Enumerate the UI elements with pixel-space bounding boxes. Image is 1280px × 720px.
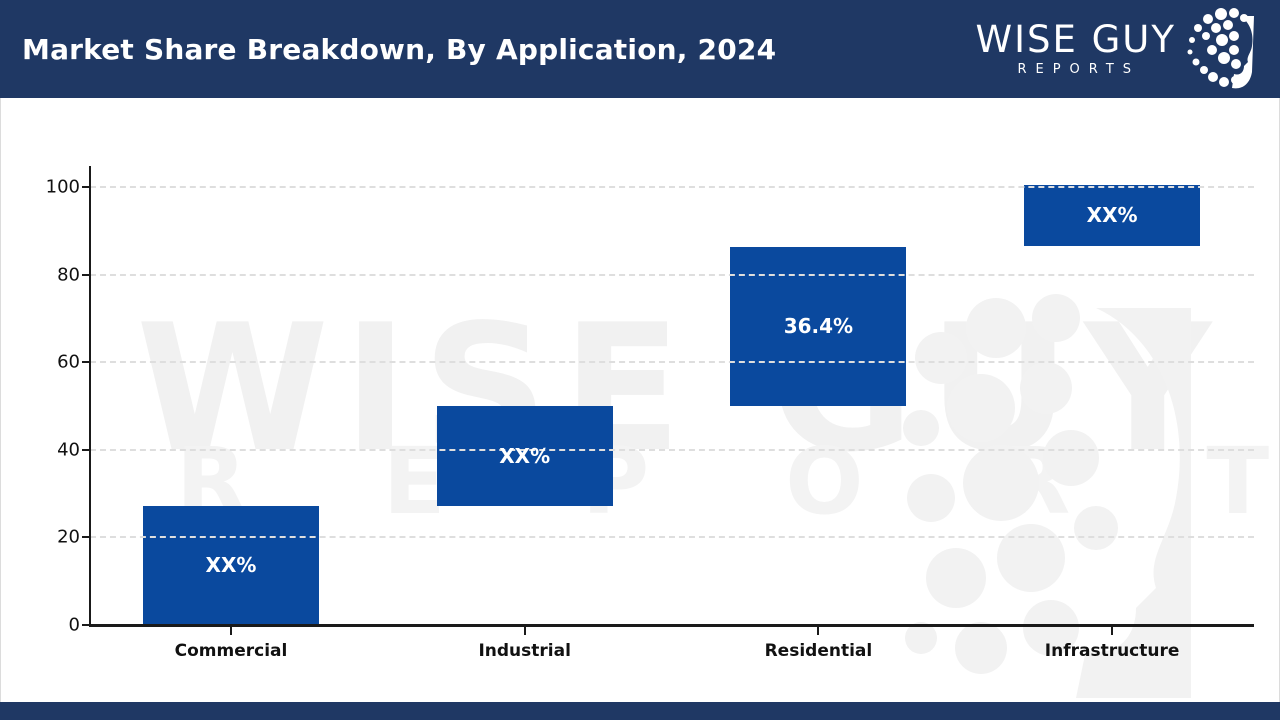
footer-bar [0, 702, 1280, 720]
x-tick-mark [230, 627, 232, 635]
header: Market Share Breakdown, By Application, … [0, 0, 1280, 98]
bar-value-label: XX% [499, 443, 551, 468]
x-axis-category-label: Residential [764, 641, 873, 661]
logo-subtitle: REPORTS [1017, 61, 1141, 77]
x-axis-category-label: Commercial [174, 641, 288, 661]
wise-guy-logo: WISE GUY REPORTS [976, 6, 1254, 92]
y-tick-mark [82, 448, 90, 451]
x-tick-mark [523, 627, 526, 635]
y-tick-mark [82, 624, 90, 626]
logo-face-icon [1187, 8, 1254, 89]
y-gridline [90, 448, 1254, 451]
logo-text: WISE GUY REPORTS [975, 18, 1176, 77]
bar-commercial [143, 505, 319, 625]
y-tick-mark [82, 273, 90, 276]
y-tick-label: 40 [57, 439, 80, 461]
bar-residential [730, 246, 907, 406]
y-gridline [90, 186, 1254, 188]
y-tick-mark [82, 186, 90, 188]
bar-value-label: XX% [1086, 203, 1138, 228]
bar-value-label: XX% [205, 553, 257, 578]
chart-area: WISE GUY R E P O R T S 020406080100XX%Co… [0, 98, 1280, 702]
y-tick-label: 100 [45, 176, 80, 198]
y-tick-mark [82, 536, 90, 539]
y-tick-label: 80 [57, 264, 80, 286]
x-tick-mark [817, 627, 820, 635]
bar-infrastructure [1024, 185, 1201, 246]
y-gridline [90, 536, 1254, 539]
x-axis-category-label: Industrial [478, 641, 571, 661]
y-gridline [90, 273, 1254, 276]
x-tick-mark [1111, 627, 1114, 635]
y-gridline [90, 361, 1254, 364]
page-title: Market Share Breakdown, By Application, … [22, 32, 777, 66]
bar-value-label: 36.4% [783, 314, 854, 339]
y-tick-label: 60 [57, 351, 80, 373]
y-tick-mark [82, 361, 90, 364]
y-tick-label: 0 [68, 614, 80, 636]
bar-industrial [436, 406, 613, 506]
x-axis-line [90, 624, 1254, 627]
watermark-face-icon [903, 294, 1191, 698]
y-tick-label: 20 [57, 526, 80, 548]
x-axis-category-label: Infrastructure [1044, 641, 1180, 661]
logo-wordmark: WISE GUY [975, 18, 1176, 62]
y-axis-line [89, 166, 91, 627]
